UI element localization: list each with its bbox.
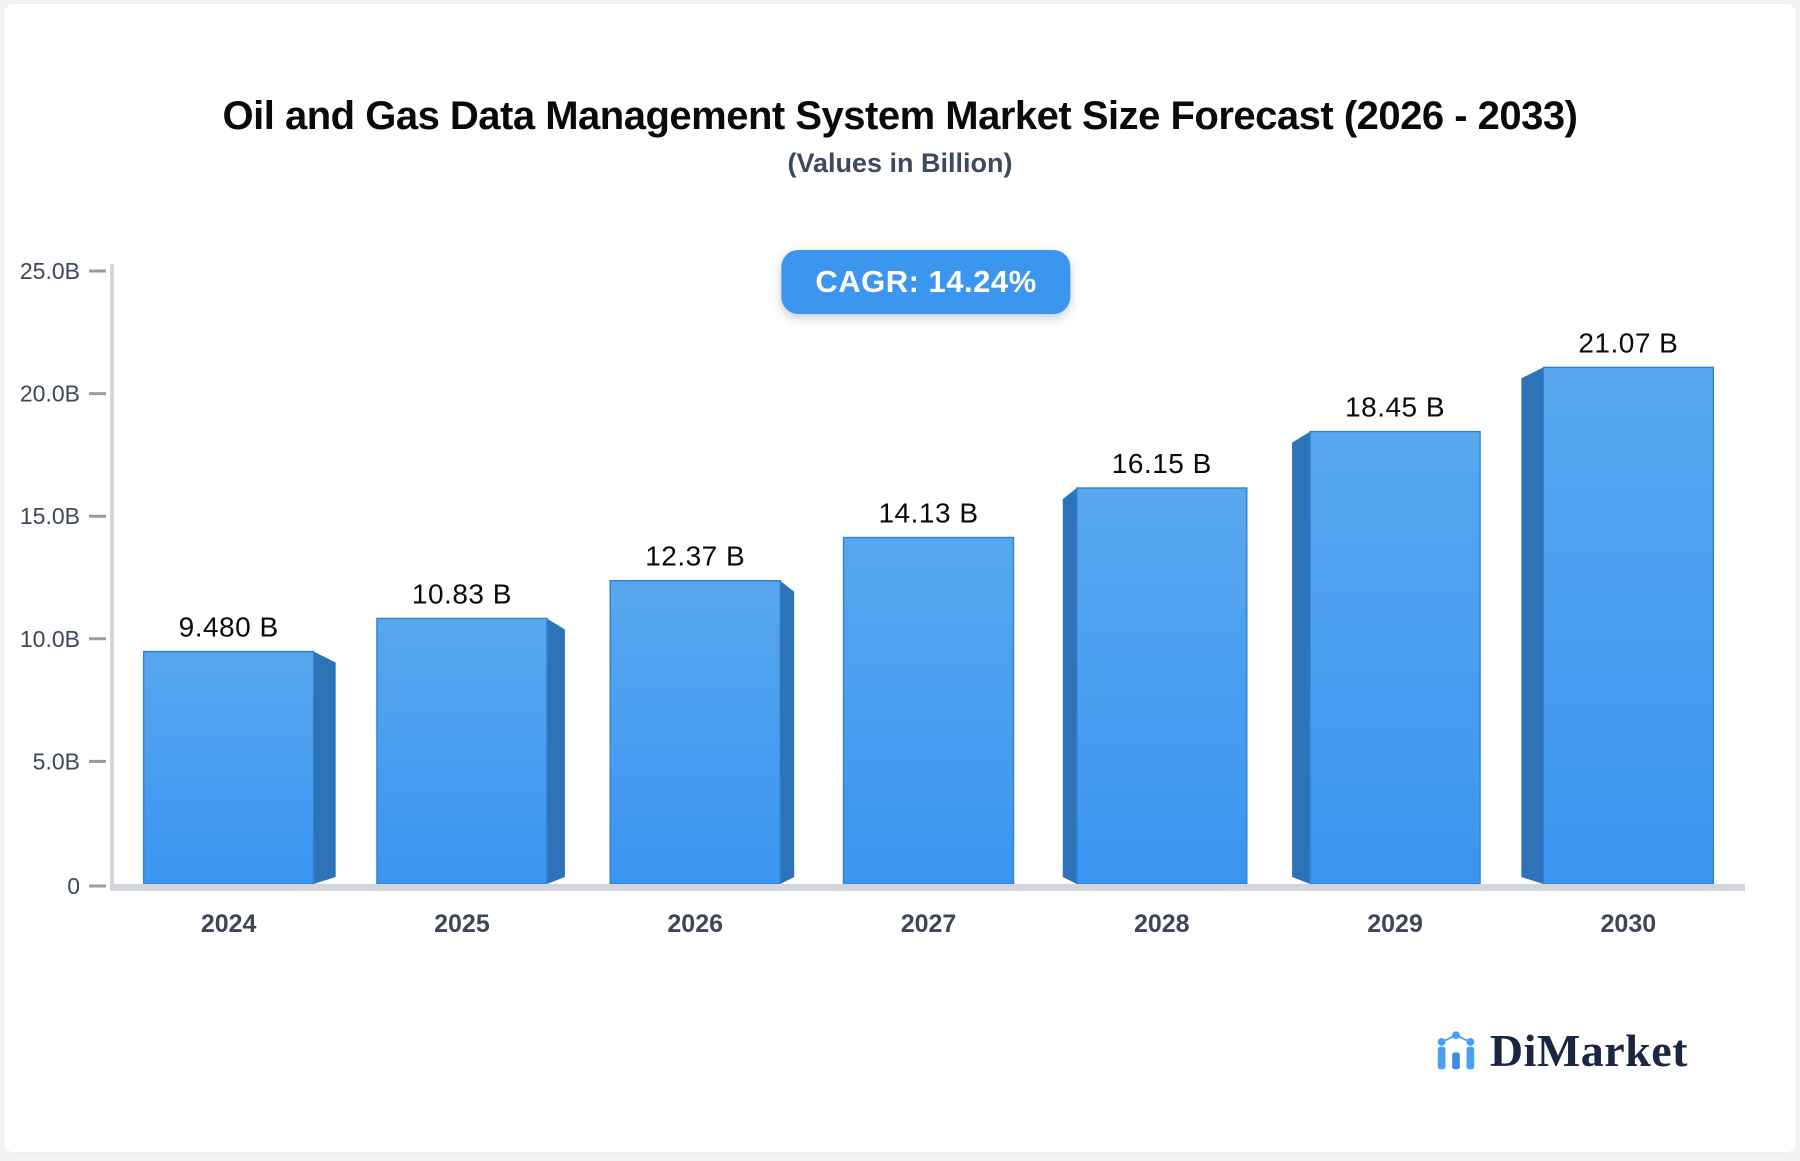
- chart-title: Oil and Gas Data Management System Marke…: [222, 94, 1578, 138]
- dimarket-logo-text: DiMarket: [1489, 1025, 1688, 1076]
- bar-side-face: [780, 580, 795, 884]
- cagr-badge: CAGR: 14.24%: [781, 250, 1071, 314]
- dimarket-logo-icon: [1437, 1030, 1475, 1069]
- chart-subtitle: (Values in Billion): [787, 148, 1013, 178]
- bar-value-label: 16.15 B: [1112, 448, 1212, 479]
- bar-front-face: [142, 650, 315, 885]
- bar-2025[interactable]: [376, 617, 565, 885]
- bar-2024[interactable]: [142, 650, 336, 885]
- bar-front-face: [1309, 430, 1481, 885]
- bar-side-face: [1062, 488, 1077, 884]
- bar-side-face: [546, 618, 565, 884]
- x-tick-label: 2024: [201, 910, 257, 938]
- dimarket-logo: DiMarket: [1435, 1024, 1688, 1077]
- bar-front-face: [842, 536, 1015, 885]
- x-axis-line: [110, 884, 1745, 891]
- bar-front-face: [1076, 487, 1248, 885]
- bar-2029[interactable]: [1292, 430, 1481, 885]
- x-tick-label: 2025: [434, 910, 490, 938]
- bar-front-face: [1542, 366, 1715, 885]
- y-tick-label: 0: [67, 873, 80, 899]
- bar-value-label: 14.13 B: [878, 498, 978, 529]
- bar-value-label: 10.83 B: [412, 578, 512, 609]
- bar-front-face: [376, 617, 548, 885]
- bar-2030[interactable]: [1521, 366, 1715, 885]
- x-tick-label: 2030: [1601, 910, 1657, 938]
- bar-side-face: [1521, 367, 1544, 884]
- y-tick-label: 5.0B: [33, 748, 80, 774]
- x-tick-label: 2027: [901, 910, 957, 938]
- bar-2028[interactable]: [1062, 487, 1248, 885]
- y-tick-label: 10.0B: [20, 626, 80, 652]
- bar-value-label: 18.45 B: [1345, 392, 1445, 423]
- y-tick-label: 15.0B: [20, 503, 80, 529]
- y-tick-label: 25.0B: [20, 258, 80, 284]
- bar-value-label: 21.07 B: [1578, 327, 1678, 358]
- bar-value-label: 12.37 B: [645, 541, 745, 572]
- x-tick-label: 2029: [1367, 910, 1423, 938]
- x-tick-label: 2026: [667, 910, 723, 938]
- bar-2027[interactable]: [842, 536, 1015, 885]
- bar-side-face: [313, 651, 336, 884]
- x-tick-label: 2028: [1134, 910, 1190, 938]
- bar-front-face: [609, 579, 781, 885]
- bar-side-face: [1292, 431, 1311, 884]
- bar-value-label: 9.480 B: [179, 612, 279, 643]
- y-axis-line: [110, 264, 114, 891]
- bar-2026[interactable]: [609, 579, 795, 885]
- y-tick-label: 20.0B: [20, 381, 80, 407]
